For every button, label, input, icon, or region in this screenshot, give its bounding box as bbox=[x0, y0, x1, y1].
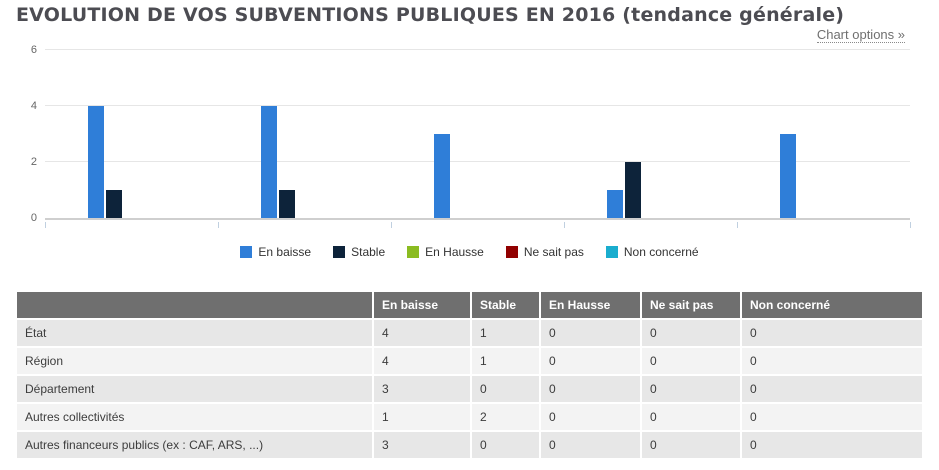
legend-item-stable[interactable]: Stable bbox=[333, 245, 385, 259]
table-header-cell: Ne sait pas bbox=[642, 292, 740, 318]
chart-legend: En baisse Stable En Hausse Ne sait pas Non c… bbox=[0, 245, 939, 259]
value-cell: 0 bbox=[742, 404, 922, 430]
legend-swatch bbox=[605, 246, 618, 258]
legend-label: Stable bbox=[351, 245, 386, 259]
value-cell: 0 bbox=[472, 432, 539, 458]
row-label: Région bbox=[17, 348, 372, 374]
y-axis-label: 0 bbox=[30, 212, 37, 224]
table-head: En baisse Stable En Hausse Ne sait pas Non c… bbox=[17, 292, 922, 318]
value-cell: 0 bbox=[742, 432, 922, 458]
bar-en-baisse bbox=[433, 134, 450, 218]
value-cell: 1 bbox=[472, 320, 539, 346]
value-cell: 0 bbox=[642, 376, 740, 402]
legend-item-non-concern[interactable]: Non concerné bbox=[605, 245, 699, 259]
value-cell: 0 bbox=[541, 404, 640, 430]
chart-options-link[interactable]: Chart options » bbox=[816, 27, 905, 43]
results-table: En baisse Stable En Hausse Ne sait pas Non c… bbox=[15, 290, 924, 460]
value-cell: 0 bbox=[742, 320, 922, 346]
row-label: État bbox=[17, 320, 372, 346]
legend-label: En baisse bbox=[258, 245, 312, 259]
x-axis-tick bbox=[390, 222, 392, 228]
bar-group-autres-financeurs-publics-ex-caf-ars bbox=[737, 50, 910, 218]
legend-label: Ne sait pas bbox=[523, 245, 584, 259]
table-row: Autres financeurs publics (ex : CAF, ARS… bbox=[17, 432, 922, 458]
value-cell: 4 bbox=[374, 348, 470, 374]
x-axis-tick bbox=[217, 222, 219, 228]
y-axis-label: 6 bbox=[30, 44, 37, 56]
value-cell: 1 bbox=[374, 404, 470, 430]
table-header-row: En baisse Stable En Hausse Ne sait pas Non c… bbox=[17, 292, 922, 318]
bar-group-d-partement bbox=[391, 50, 564, 218]
y-axis-label: 2 bbox=[30, 156, 37, 169]
bar-group-r-gion bbox=[218, 50, 391, 218]
x-axis-tick bbox=[736, 222, 738, 228]
legend-swatch bbox=[407, 246, 420, 258]
legend-item-en-baisse[interactable]: En baisse bbox=[240, 245, 311, 259]
value-cell: 0 bbox=[642, 320, 740, 346]
value-cell: 3 bbox=[374, 432, 470, 458]
value-cell: 0 bbox=[541, 432, 640, 458]
bar-stable bbox=[278, 190, 295, 218]
value-cell: 0 bbox=[742, 348, 922, 374]
legend-swatch bbox=[333, 246, 346, 258]
value-cell: 0 bbox=[541, 320, 640, 346]
table-row: Département 3 0 0 0 0 bbox=[17, 376, 922, 402]
table-header-cell: Stable bbox=[472, 292, 539, 318]
table-header-category bbox=[17, 292, 372, 318]
table-row: Région 4 1 0 0 0 bbox=[17, 348, 922, 374]
grid-layer bbox=[45, 49, 910, 218]
x-axis-tick bbox=[563, 222, 565, 228]
legend-label: Non concerné bbox=[623, 245, 699, 259]
bar-en-baisse bbox=[260, 106, 277, 218]
value-cell: 0 bbox=[642, 404, 740, 430]
value-cell: 0 bbox=[541, 348, 640, 374]
table-header-cell: En Hausse bbox=[541, 292, 640, 318]
value-cell: 0 bbox=[541, 376, 640, 402]
gridline bbox=[45, 105, 910, 106]
bar-stable bbox=[105, 190, 122, 218]
table-body: État 4 1 0 0 0 Région 4 1 0 0 0 Département 3 0 0 0 0 Autr… bbox=[17, 320, 922, 458]
bar-en-baisse bbox=[606, 190, 623, 218]
row-label: Autres financeurs publics (ex : CAF, ARS… bbox=[17, 432, 372, 458]
legend-item-en-hausse[interactable]: En Hausse bbox=[407, 245, 484, 259]
bar-group-tat bbox=[45, 50, 218, 218]
row-label: Autres collectivités bbox=[17, 404, 372, 430]
bar-group-autres-collectivit-s bbox=[564, 50, 737, 218]
value-cell: 0 bbox=[742, 376, 922, 402]
value-cell: 0 bbox=[472, 376, 539, 402]
value-cell: 2 bbox=[472, 404, 539, 430]
x-axis-tick bbox=[44, 222, 46, 228]
y-axis: 6 4 2 0 bbox=[31, 44, 910, 224]
legend-label: En Hausse bbox=[425, 245, 484, 259]
x-axis-tick bbox=[909, 222, 911, 228]
gridline bbox=[45, 161, 910, 162]
bar-en-baisse bbox=[779, 134, 796, 218]
table-header-cell: Non concerné bbox=[742, 292, 922, 318]
plot-area bbox=[45, 50, 910, 218]
value-cell: 1 bbox=[472, 348, 539, 374]
legend-swatch bbox=[505, 246, 518, 258]
value-cell: 0 bbox=[642, 348, 740, 374]
value-cell: 4 bbox=[374, 320, 470, 346]
page-title: EVOLUTION DE VOS SUBVENTIONS PUBLIQUES E… bbox=[16, 4, 845, 26]
table-header-cell: En baisse bbox=[374, 292, 470, 318]
value-cell: 0 bbox=[642, 432, 740, 458]
y-axis-label: 4 bbox=[30, 100, 37, 113]
x-axis bbox=[44, 50, 911, 228]
bar-stable bbox=[624, 162, 641, 218]
table-row: État 4 1 0 0 0 bbox=[17, 320, 922, 346]
bar-en-baisse bbox=[87, 106, 104, 218]
bar-chart: 6 4 2 0 bbox=[31, 44, 911, 228]
legend-item-ne-sait-pas[interactable]: Ne sait pas bbox=[505, 245, 584, 259]
gridline bbox=[45, 49, 910, 50]
value-cell: 3 bbox=[374, 376, 470, 402]
table-row: Autres collectivités 1 2 0 0 0 bbox=[17, 404, 922, 430]
legend-swatch bbox=[240, 246, 253, 258]
row-label: Département bbox=[17, 376, 372, 402]
